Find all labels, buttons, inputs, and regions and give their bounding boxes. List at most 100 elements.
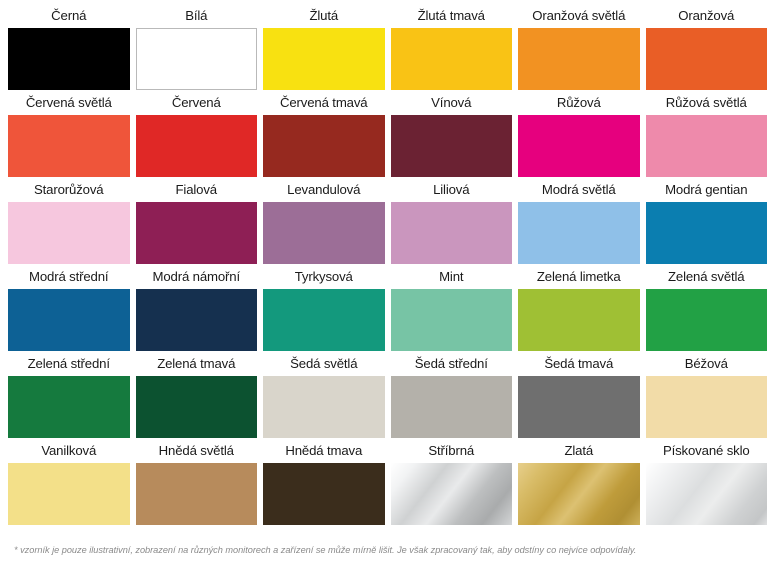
swatch-color-chip[interactable] bbox=[645, 289, 767, 351]
swatch-cell[interactable]: Zelená tmavá bbox=[135, 354, 257, 441]
swatch-label: Modrá střední bbox=[29, 269, 109, 284]
swatch-cell[interactable]: Zlatá bbox=[518, 441, 640, 528]
swatch-cell[interactable]: Vanilková bbox=[8, 441, 130, 528]
swatch-color-chip[interactable] bbox=[645, 115, 767, 177]
swatch-color-chip[interactable] bbox=[8, 202, 130, 264]
swatch-color-chip[interactable] bbox=[263, 115, 385, 177]
swatch-color-chip[interactable] bbox=[135, 289, 257, 351]
swatch-label: Vínová bbox=[431, 95, 472, 110]
swatch-cell[interactable]: Černá bbox=[8, 6, 130, 93]
swatch-cell[interactable]: Pískované sklo bbox=[645, 441, 767, 528]
swatch-color-chip[interactable] bbox=[8, 376, 130, 438]
swatch-label: Zlatá bbox=[564, 443, 594, 458]
swatch-color-chip[interactable] bbox=[8, 115, 130, 177]
swatch-label: Mint bbox=[439, 269, 464, 284]
swatch-color-chip[interactable] bbox=[390, 28, 512, 90]
swatch-cell[interactable]: Růžová světlá bbox=[645, 93, 767, 180]
swatch-label: Modrá námořní bbox=[152, 269, 241, 284]
swatch-cell[interactable]: Zelená střední bbox=[8, 354, 130, 441]
swatch-label: Červená bbox=[171, 95, 221, 110]
swatch-color-chip[interactable] bbox=[518, 376, 640, 438]
swatch-cell[interactable]: Starorůžová bbox=[8, 180, 130, 267]
swatch-cell[interactable]: Bílá bbox=[135, 6, 257, 93]
swatch-color-chip[interactable] bbox=[645, 28, 767, 90]
swatch-label: Žlutá bbox=[309, 8, 339, 23]
swatch-label: Hnědá tmava bbox=[285, 443, 363, 458]
swatch-color-chip[interactable] bbox=[135, 376, 257, 438]
swatch-label: Růžová světlá bbox=[665, 95, 747, 110]
swatch-cell[interactable]: Modrá střední bbox=[8, 267, 130, 354]
swatch-label: Zelená střední bbox=[27, 356, 110, 371]
swatch-label: Červená tmavá bbox=[280, 95, 368, 110]
swatch-color-chip[interactable] bbox=[390, 289, 512, 351]
swatch-color-chip[interactable] bbox=[645, 202, 767, 264]
swatch-cell[interactable]: Žlutá tmavá bbox=[390, 6, 512, 93]
swatch-color-chip[interactable] bbox=[263, 289, 385, 351]
swatch-label: Starorůžová bbox=[34, 182, 104, 197]
swatch-label: Zelená tmavá bbox=[157, 356, 236, 371]
swatch-color-chip[interactable] bbox=[518, 202, 640, 264]
swatch-cell[interactable]: Zelená světlá bbox=[645, 267, 767, 354]
swatch-color-chip[interactable] bbox=[263, 202, 385, 264]
swatch-cell[interactable]: Hnědá světlá bbox=[135, 441, 257, 528]
swatch-color-chip[interactable] bbox=[135, 202, 257, 264]
swatch-color-chip[interactable] bbox=[518, 463, 640, 525]
swatch-color-chip[interactable] bbox=[390, 376, 512, 438]
swatch-cell[interactable]: Šedá střední bbox=[390, 354, 512, 441]
swatch-cell[interactable]: Šedá světlá bbox=[263, 354, 385, 441]
swatch-color-chip[interactable] bbox=[518, 115, 640, 177]
swatch-cell[interactable]: Zelená limetka bbox=[518, 267, 640, 354]
swatch-cell[interactable]: Béžová bbox=[645, 354, 767, 441]
swatch-label: Vanilková bbox=[41, 443, 97, 458]
footnote-row: * vzorník je pouze ilustrativní, zobraze… bbox=[8, 544, 767, 564]
swatch-color-chip[interactable] bbox=[263, 28, 385, 90]
swatch-label: Liliová bbox=[433, 182, 470, 197]
swatch-label: Hnědá světlá bbox=[158, 443, 234, 458]
swatch-cell[interactable]: Šedá tmavá bbox=[518, 354, 640, 441]
swatch-cell[interactable]: Žlutá bbox=[263, 6, 385, 93]
swatch-cell[interactable]: Růžová bbox=[518, 93, 640, 180]
swatch-cell[interactable]: Červená bbox=[135, 93, 257, 180]
disclaimer-note: * vzorník je pouze ilustrativní, zobraze… bbox=[14, 545, 637, 555]
color-swatch-grid: Černá Bílá Žlutá Žlutá tmavá Oranžová světlá… bbox=[8, 6, 767, 528]
swatch-color-chip[interactable] bbox=[645, 376, 767, 438]
swatch-color-chip[interactable] bbox=[263, 376, 385, 438]
swatch-cell[interactable]: Vínová bbox=[390, 93, 512, 180]
swatch-color-chip[interactable] bbox=[518, 28, 640, 90]
swatch-color-chip[interactable] bbox=[263, 463, 385, 525]
swatch-color-chip[interactable] bbox=[645, 463, 767, 525]
swatch-color-chip[interactable] bbox=[135, 115, 257, 177]
swatch-label: Růžová bbox=[556, 95, 601, 110]
swatch-cell[interactable]: Oranžová bbox=[645, 6, 767, 93]
swatch-cell[interactable]: Červená světlá bbox=[8, 93, 130, 180]
swatch-cell[interactable]: Tyrkysová bbox=[263, 267, 385, 354]
swatch-cell[interactable]: Modrá světlá bbox=[518, 180, 640, 267]
swatch-cell[interactable]: Červená tmavá bbox=[263, 93, 385, 180]
swatch-color-chip[interactable] bbox=[390, 202, 512, 264]
swatch-color-chip[interactable] bbox=[390, 115, 512, 177]
swatch-cell[interactable]: Oranžová světlá bbox=[518, 6, 640, 93]
swatch-label: Zelená limetka bbox=[536, 269, 621, 284]
swatch-color-chip[interactable] bbox=[390, 463, 512, 525]
swatch-cell[interactable]: Mint bbox=[390, 267, 512, 354]
swatch-cell[interactable]: Levandulová bbox=[263, 180, 385, 267]
swatch-label: Modrá světlá bbox=[541, 182, 616, 197]
swatch-color-chip[interactable] bbox=[135, 463, 257, 525]
swatch-cell[interactable]: Hnědá tmava bbox=[263, 441, 385, 528]
swatch-cell[interactable]: Liliová bbox=[390, 180, 512, 267]
swatch-color-chip[interactable] bbox=[135, 28, 257, 90]
swatch-cell[interactable]: Modrá námořní bbox=[135, 267, 257, 354]
swatch-label: Stříbrná bbox=[428, 443, 475, 458]
swatch-label: Modrá gentian bbox=[665, 182, 748, 197]
swatch-label: Oranžová bbox=[678, 8, 735, 23]
swatch-color-chip[interactable] bbox=[8, 463, 130, 525]
swatch-label: Pískované sklo bbox=[662, 443, 750, 458]
swatch-cell[interactable]: Modrá gentian bbox=[645, 180, 767, 267]
swatch-color-chip[interactable] bbox=[8, 289, 130, 351]
swatch-color-chip[interactable] bbox=[8, 28, 130, 90]
swatch-cell[interactable]: Stříbrná bbox=[390, 441, 512, 528]
swatch-color-chip[interactable] bbox=[518, 289, 640, 351]
swatch-cell[interactable]: Fialová bbox=[135, 180, 257, 267]
swatch-label: Červená světlá bbox=[25, 95, 112, 110]
